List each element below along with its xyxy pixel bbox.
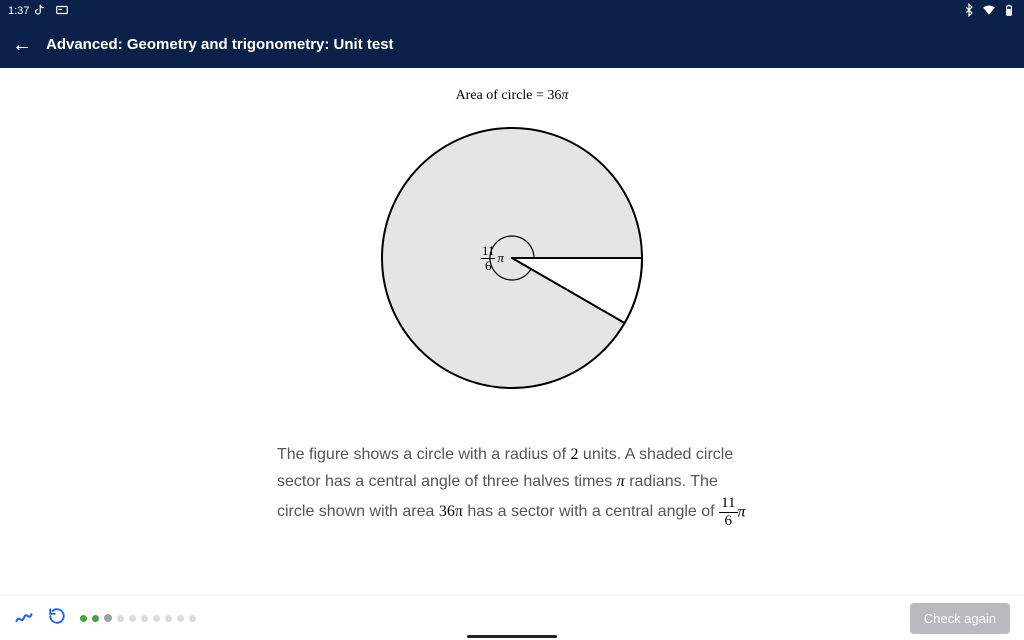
progress-dots xyxy=(80,614,196,622)
back-button[interactable]: ← xyxy=(12,35,32,55)
bluetooth-icon xyxy=(962,3,976,20)
caption-value: 36 xyxy=(547,88,561,103)
caption-prefix: Area of circle = xyxy=(456,88,548,103)
figure-wrap: Area of circle = 36π 116π xyxy=(232,88,792,413)
frac-suffix: π xyxy=(738,504,746,521)
text-1: The figure shows a circle with a radius … xyxy=(277,446,570,463)
progress-dot xyxy=(153,615,160,622)
progress-dot xyxy=(129,615,136,622)
status-bar: 1:37 xyxy=(0,0,1024,22)
frac-num: 11 xyxy=(719,495,737,513)
progress-dot xyxy=(92,615,99,622)
nav-handle[interactable] xyxy=(467,635,557,638)
page-title: Advanced: Geometry and trigonometry: Uni… xyxy=(46,36,394,53)
bottom-left xyxy=(14,606,196,631)
progress-dot xyxy=(189,615,196,622)
wifi-icon xyxy=(982,3,996,20)
circle-figure: 116π xyxy=(342,108,682,408)
status-right xyxy=(962,3,1016,20)
refresh-icon[interactable] xyxy=(48,607,66,630)
progress-dot xyxy=(117,615,124,622)
status-time: 1:37 xyxy=(8,5,29,17)
card-icon xyxy=(55,3,69,20)
content-area: Area of circle = 36π 116π The figure sho… xyxy=(0,68,1024,596)
figure-caption: Area of circle = 36π xyxy=(232,88,792,104)
check-again-button[interactable]: Check again xyxy=(910,603,1010,634)
caption-pi: π xyxy=(561,88,568,103)
progress-dot xyxy=(141,615,148,622)
fraction: 116 xyxy=(719,495,737,529)
text-4: has a sector with a central angle of xyxy=(463,504,719,521)
val-3: 36π xyxy=(439,504,463,521)
scribble-icon[interactable] xyxy=(14,606,34,631)
frac-den: 6 xyxy=(719,513,737,530)
progress-dot xyxy=(80,615,87,622)
progress-dot xyxy=(165,615,172,622)
progress-dot xyxy=(104,614,112,622)
val-2: π xyxy=(617,473,625,490)
bottom-bar: Check again xyxy=(0,596,1024,640)
progress-dot xyxy=(177,615,184,622)
tiktok-icon xyxy=(35,3,49,20)
app-bar: ← Advanced: Geometry and trigonometry: U… xyxy=(0,22,1024,68)
battery-icon xyxy=(1002,3,1016,20)
explanation-text: The figure shows a circle with a radius … xyxy=(277,441,747,529)
status-left: 1:37 xyxy=(8,3,69,20)
